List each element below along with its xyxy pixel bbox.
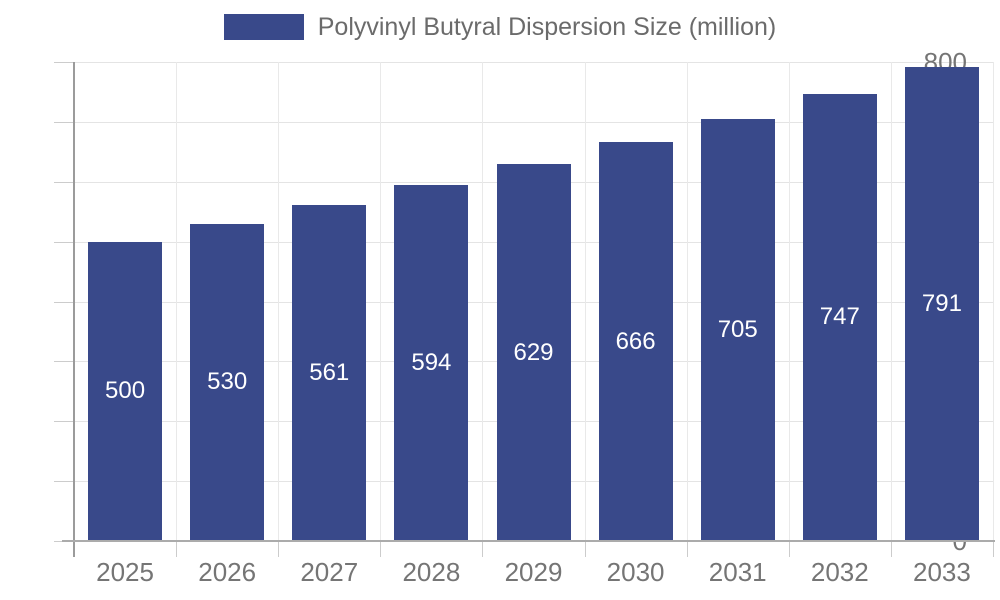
y-axis-tick (54, 241, 74, 243)
x-tick-label: 2028 (402, 557, 461, 587)
gridline-vertical (993, 62, 994, 541)
gridline-vertical (380, 62, 382, 541)
x-axis-tick (278, 542, 280, 557)
x-axis-tick (993, 542, 994, 557)
bar-2032: 747 (802, 93, 877, 541)
y-axis-tick (54, 121, 74, 123)
legend-swatch-icon (223, 14, 304, 40)
bar-value-label: 791 (921, 290, 962, 318)
gridline-horizontal (74, 62, 993, 63)
bar-2026: 530 (190, 223, 265, 541)
x-tick-label: 2025 (96, 557, 154, 587)
gridline-vertical (686, 62, 688, 541)
x-axis-tick (584, 542, 586, 557)
gridline-vertical (890, 62, 892, 541)
y-axis-tick (54, 361, 74, 363)
x-tick-label: 2031 (708, 557, 767, 587)
bar-value-label: 705 (717, 315, 758, 343)
x-axis-tick (890, 542, 892, 557)
y-axis-line (73, 62, 75, 557)
bar-2029: 629 (496, 164, 571, 541)
y-axis-tick (54, 421, 74, 423)
gridline-vertical (278, 62, 280, 541)
gridline-vertical (788, 62, 790, 541)
y-axis-tick (54, 481, 74, 483)
x-tick-label: 2029 (504, 557, 563, 587)
x-tick-label: 2033 (913, 557, 971, 587)
legend-label: Polyvinyl Butyral Dispersion Size (milli… (317, 13, 777, 41)
bar-value-label: 530 (207, 368, 248, 396)
x-axis-tick (176, 542, 178, 557)
legend-item[interactable]: Polyvinyl Butyral Dispersion Size (milli… (0, 14, 1000, 40)
x-tick-label: 2030 (606, 557, 665, 587)
y-axis-tick (54, 301, 74, 303)
plot-area: 0100200300400500600700800202550020265302… (54, 49, 995, 585)
bar-2030: 666 (598, 142, 673, 541)
bar-value-label: 561 (309, 359, 350, 387)
x-axis-line (62, 540, 995, 542)
bar-value-label: 500 (105, 377, 146, 405)
gridline-vertical (584, 62, 586, 541)
x-axis-tick (788, 542, 790, 557)
x-axis-tick (686, 542, 688, 557)
gridline-horizontal (74, 121, 993, 123)
y-axis-tick (54, 62, 74, 63)
bar-2027: 561 (292, 205, 367, 541)
x-axis-tick (482, 542, 484, 557)
gridline-vertical (176, 62, 178, 541)
bar-2028: 594 (394, 185, 469, 541)
y-axis-tick (54, 181, 74, 183)
x-axis-tick (380, 542, 382, 557)
bar-2031: 705 (700, 118, 775, 541)
bar-value-label: 666 (615, 327, 656, 355)
bar-value-label: 747 (819, 303, 860, 331)
bar-value-label: 594 (411, 349, 452, 377)
bar-2033: 791 (904, 67, 979, 541)
x-tick-label: 2032 (810, 557, 869, 587)
gridline-vertical (482, 62, 484, 541)
bar-2025: 500 (88, 241, 163, 541)
bar-value-label: 629 (513, 338, 554, 366)
x-tick-label: 2026 (198, 557, 257, 587)
x-tick-label: 2027 (300, 557, 359, 587)
